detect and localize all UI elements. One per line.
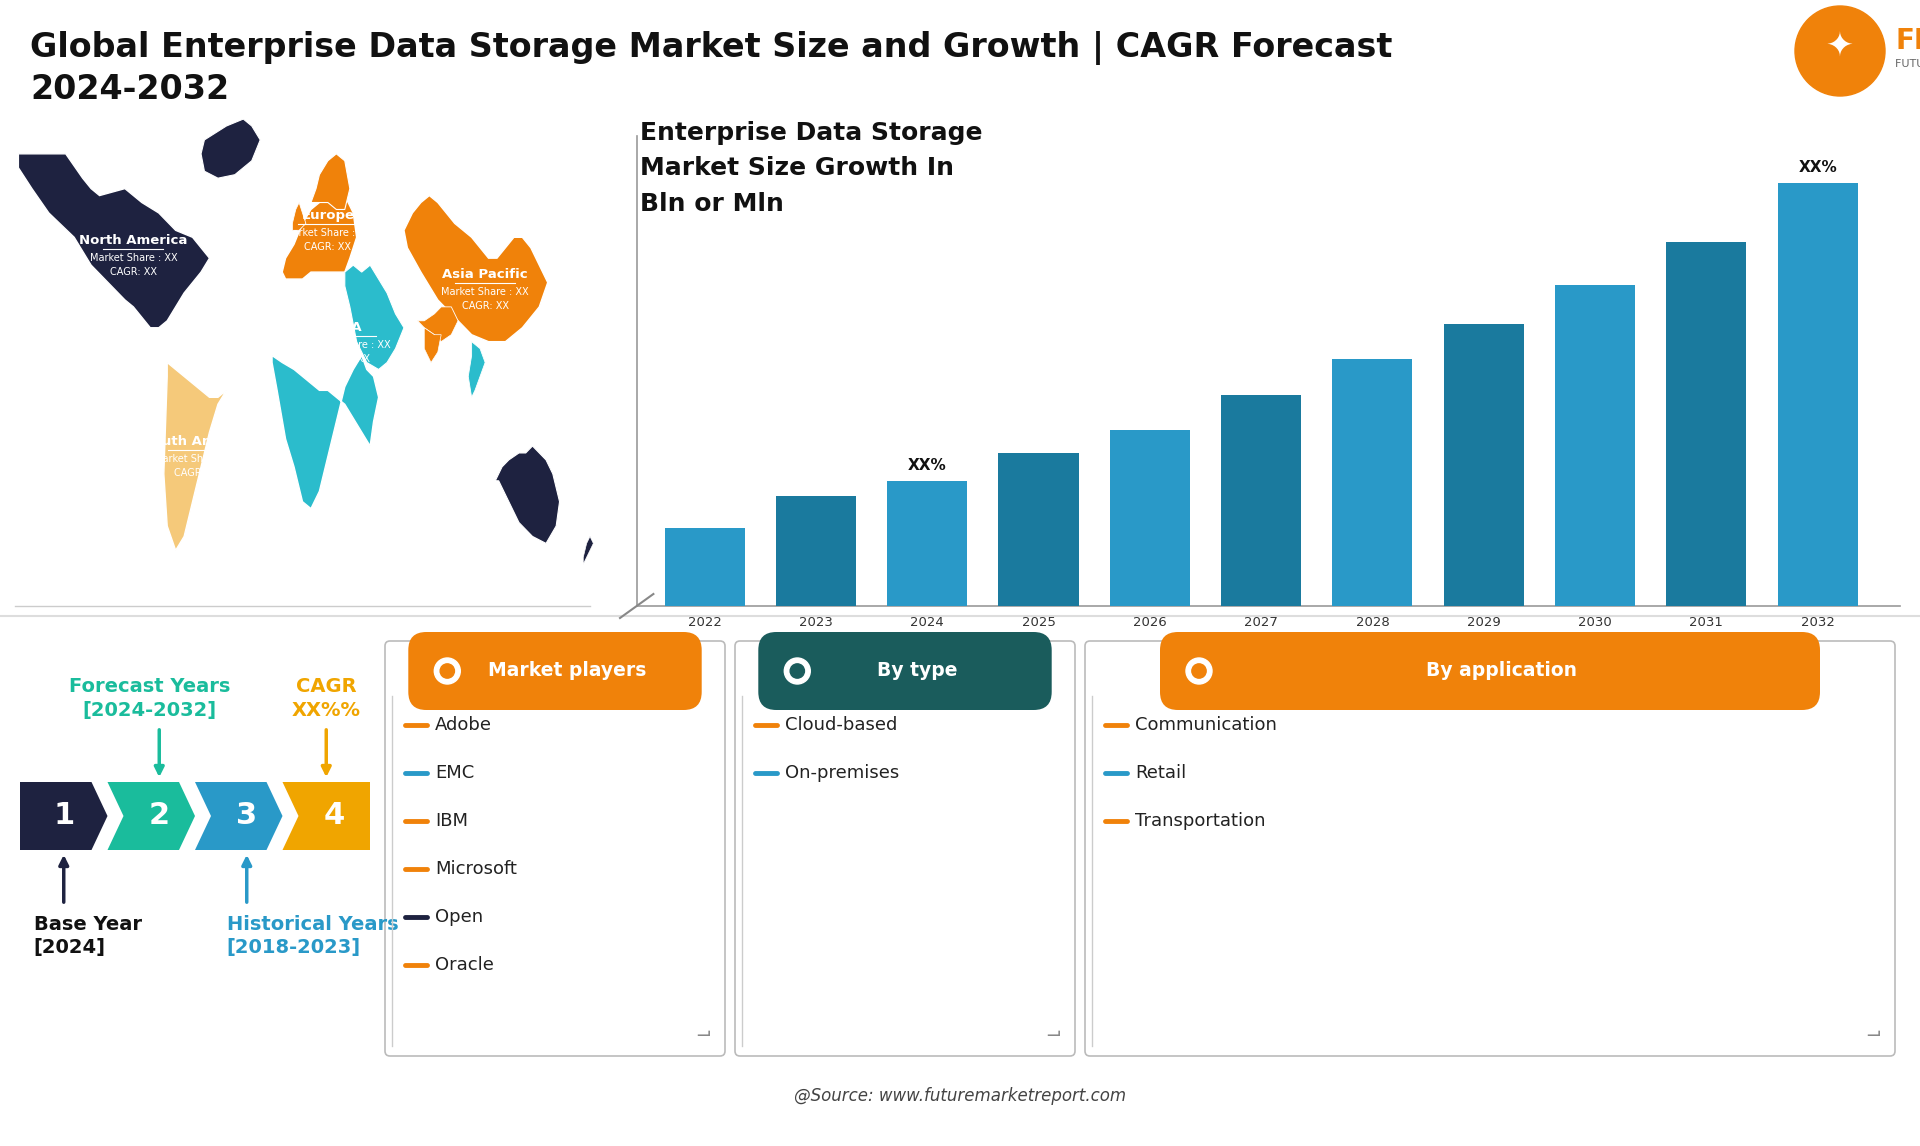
- Text: 3: 3: [236, 801, 257, 831]
- Text: 2026: 2026: [1133, 617, 1167, 629]
- FancyBboxPatch shape: [1160, 631, 1820, 711]
- Bar: [664, 527, 745, 606]
- Bar: [1332, 359, 1413, 606]
- Text: Market Share : XX
CAGR: XX: Market Share : XX CAGR: XX: [154, 455, 242, 478]
- Bar: [1778, 183, 1859, 606]
- Text: 2: 2: [148, 801, 169, 831]
- Text: 2024: 2024: [910, 617, 945, 629]
- Polygon shape: [282, 782, 371, 850]
- Polygon shape: [273, 355, 378, 509]
- Polygon shape: [163, 362, 227, 550]
- Circle shape: [440, 664, 455, 678]
- Text: IBM: IBM: [436, 813, 468, 830]
- Text: 2022: 2022: [687, 617, 722, 629]
- Bar: [1110, 430, 1190, 606]
- Bar: [1221, 394, 1302, 606]
- Text: Adobe: Adobe: [436, 716, 492, 733]
- Text: Market Share : XX
CAGR: XX: Market Share : XX CAGR: XX: [442, 288, 528, 312]
- Circle shape: [1795, 6, 1885, 96]
- Polygon shape: [202, 119, 261, 178]
- Text: 2025: 2025: [1021, 617, 1056, 629]
- Text: 2032: 2032: [1801, 617, 1836, 629]
- Text: 2024-2032: 2024-2032: [31, 73, 228, 105]
- Text: ⌐: ⌐: [1862, 1022, 1878, 1041]
- FancyBboxPatch shape: [758, 631, 1052, 711]
- Text: 2031: 2031: [1690, 617, 1724, 629]
- Text: Transportation: Transportation: [1135, 813, 1265, 830]
- FancyBboxPatch shape: [1085, 641, 1895, 1055]
- Text: Asia Pacific: Asia Pacific: [442, 268, 528, 282]
- Text: Europe: Europe: [301, 210, 355, 222]
- Polygon shape: [196, 782, 282, 850]
- Text: Communication: Communication: [1135, 716, 1277, 733]
- Text: ⌐: ⌐: [691, 1022, 708, 1041]
- Text: FMR: FMR: [1895, 28, 1920, 55]
- Bar: [776, 496, 856, 606]
- FancyBboxPatch shape: [409, 631, 701, 711]
- FancyBboxPatch shape: [735, 641, 1075, 1055]
- Bar: [1444, 324, 1524, 606]
- Polygon shape: [19, 154, 209, 328]
- Polygon shape: [424, 328, 442, 362]
- Bar: [998, 454, 1079, 606]
- Text: 2029: 2029: [1467, 617, 1501, 629]
- Text: FUTURE MARKET REPORT: FUTURE MARKET REPORT: [1895, 58, 1920, 69]
- Text: Retail: Retail: [1135, 764, 1187, 782]
- Text: 4: 4: [324, 801, 346, 831]
- Polygon shape: [108, 782, 196, 850]
- Polygon shape: [495, 446, 559, 543]
- Text: Enterprise Data Storage
Market Size Growth In
Bln or Mln: Enterprise Data Storage Market Size Grow…: [639, 121, 983, 215]
- Polygon shape: [311, 154, 349, 210]
- Text: 2028: 2028: [1356, 617, 1390, 629]
- Circle shape: [791, 664, 804, 678]
- Polygon shape: [403, 196, 547, 342]
- Circle shape: [783, 658, 810, 684]
- Circle shape: [434, 658, 461, 684]
- Text: Historical Years
[2018-2023]: Historical Years [2018-2023]: [227, 915, 397, 958]
- Text: Market Share : XX
CAGR: XX: Market Share : XX CAGR: XX: [284, 228, 372, 252]
- Bar: [887, 480, 968, 606]
- Polygon shape: [468, 342, 486, 398]
- Polygon shape: [292, 203, 305, 230]
- Text: ⌐: ⌐: [1043, 1022, 1058, 1041]
- Text: Open: Open: [436, 908, 484, 926]
- Text: Global Enterprise Data Storage Market Size and Growth | CAGR Forecast: Global Enterprise Data Storage Market Si…: [31, 31, 1392, 65]
- Text: Microsoft: Microsoft: [436, 860, 516, 878]
- FancyBboxPatch shape: [386, 641, 726, 1055]
- Text: 2023: 2023: [799, 617, 833, 629]
- Text: CAGR
XX%%: CAGR XX%%: [292, 677, 361, 720]
- Circle shape: [1192, 664, 1206, 678]
- Text: XX%: XX%: [908, 457, 947, 472]
- Text: Base Year
[2024]: Base Year [2024]: [35, 915, 142, 958]
- Text: Cloud-based: Cloud-based: [785, 716, 897, 733]
- Polygon shape: [282, 189, 357, 278]
- Text: EMC: EMC: [436, 764, 474, 782]
- Text: Oracle: Oracle: [436, 956, 493, 974]
- Text: By application: By application: [1427, 661, 1578, 681]
- Text: Market Share : XX
CAGR: XX: Market Share : XX CAGR: XX: [303, 339, 390, 363]
- Text: On-premises: On-premises: [785, 764, 899, 782]
- Polygon shape: [346, 265, 403, 369]
- Bar: [1667, 242, 1747, 606]
- Text: Market players: Market players: [488, 661, 647, 681]
- Text: Forecast Years
[2024-2032]: Forecast Years [2024-2032]: [69, 677, 230, 720]
- Text: North America: North America: [79, 234, 188, 246]
- Text: XX%: XX%: [1799, 160, 1837, 175]
- Text: ✦: ✦: [1826, 31, 1855, 63]
- Circle shape: [1187, 658, 1212, 684]
- Bar: [1555, 285, 1636, 606]
- Polygon shape: [417, 307, 459, 342]
- Polygon shape: [19, 782, 108, 850]
- Text: 1: 1: [54, 801, 75, 831]
- Text: 2027: 2027: [1244, 617, 1279, 629]
- Text: 2030: 2030: [1578, 617, 1613, 629]
- Polygon shape: [584, 536, 593, 564]
- Text: Market Share : XX
CAGR: XX: Market Share : XX CAGR: XX: [90, 253, 177, 276]
- Text: By type: By type: [877, 661, 958, 681]
- Text: @Source: www.futuremarketreport.com: @Source: www.futuremarketreport.com: [795, 1088, 1125, 1105]
- Text: South America: South America: [142, 435, 253, 448]
- Text: MEA: MEA: [330, 321, 363, 333]
